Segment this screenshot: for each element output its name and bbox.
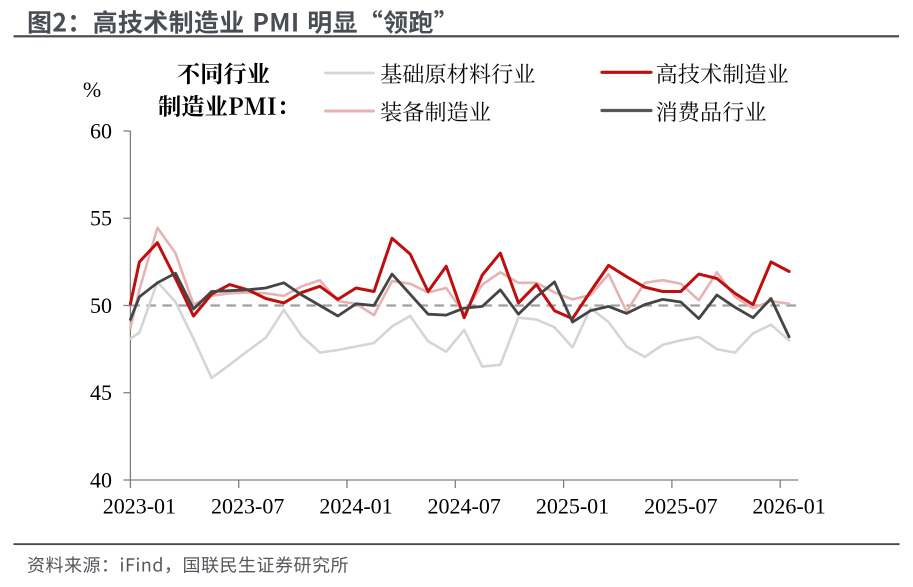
svg-text:60: 60 [90,118,112,143]
svg-text:2023-01: 2023-01 [103,494,176,519]
svg-text:40: 40 [90,467,112,492]
svg-text:2024-07: 2024-07 [428,494,501,519]
svg-text:%: % [83,77,101,102]
svg-text:2023-07: 2023-07 [211,494,284,519]
svg-text:50: 50 [90,293,112,318]
svg-text:45: 45 [90,380,112,405]
svg-text:2026-01: 2026-01 [752,494,825,519]
svg-text:2024-01: 2024-01 [319,494,392,519]
svg-text:2025-01: 2025-01 [536,494,609,519]
svg-text:55: 55 [90,206,112,231]
svg-text:2025-07: 2025-07 [644,494,717,519]
